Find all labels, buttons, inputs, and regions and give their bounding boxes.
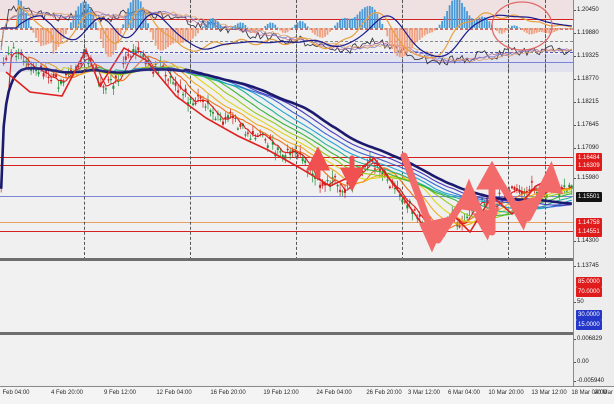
price-axis-tick: 1.18770	[574, 76, 599, 82]
moving-average-ribbon	[0, 50, 573, 237]
time-gridline	[402, 0, 403, 52]
resistance-line-1	[0, 157, 573, 158]
time-axis-tick: Feb 04:00	[2, 390, 30, 396]
time-gridline	[545, 0, 546, 52]
macd-signal-lines	[1, 4, 572, 59]
time-axis-tick: 9 Feb 12:00	[103, 390, 137, 396]
price-marker-label[interactable]: 1.16309	[576, 161, 602, 171]
small-up-arrow	[305, 146, 331, 179]
time-axis-tick: 19 Feb 12:00	[263, 390, 299, 396]
time-gridline	[508, 0, 509, 260]
price-axis-tick: 1.19325	[574, 53, 599, 59]
price-axis-tick: 1.18215	[574, 99, 599, 105]
small-down-arrow	[339, 155, 365, 192]
support-line-2	[0, 231, 573, 232]
price-marker-label[interactable]: 1.14551	[576, 227, 602, 237]
osc-level-15	[0, 62, 573, 63]
price-marker-label[interactable]: 1.15501	[576, 192, 602, 202]
oscillator-level-label[interactable]: 50	[574, 299, 584, 305]
time-gridline	[190, 0, 191, 260]
oscillator-level-label[interactable]: 85.0000	[576, 277, 602, 287]
time-axis-tick: 12 Feb 04:00	[156, 390, 192, 396]
oscillator-series	[0, 5, 572, 66]
price-axis-tick: 1.19880	[574, 30, 599, 36]
macd-circle-highlight	[491, 1, 553, 51]
time-axis-tick: 4 Feb 20:00	[50, 390, 84, 396]
time-gridline	[402, 0, 403, 260]
current-price-line	[0, 196, 573, 197]
oscillator-level-label[interactable]: 30.0000	[576, 310, 602, 320]
time-gridline	[190, 0, 191, 52]
time-axis-tick: 24 Feb 04:00	[316, 390, 352, 396]
price-axis-tick: 1.13745	[574, 263, 599, 269]
macd-axis-tick: 0.00	[574, 359, 589, 365]
price-axis-tick: 1.20450	[574, 7, 599, 13]
stochastic-oscillator-panel[interactable]	[0, 0, 573, 332]
time-axis-tick: 16 Feb 20:00	[210, 390, 246, 396]
osc-level-70	[0, 29, 573, 30]
time-gridline	[296, 0, 297, 52]
price-axis[interactable]: 1.20450 1.19880 1.19325 1.18770 1.18215 1.176…	[573, 0, 614, 386]
time-axis[interactable]: Feb 04:00 4 Feb 20:00 9 Feb 12:00 12 Feb 04…	[0, 386, 614, 404]
support-line-1	[0, 222, 573, 223]
panel-divider-2	[0, 332, 573, 335]
macd-zero-line	[0, 28, 573, 29]
oscillator-level-label[interactable]: 70.0000	[576, 287, 602, 297]
time-axis-tick: 13 Mar 12:00	[531, 390, 567, 396]
oversold-zone	[0, 54, 573, 72]
time-gridline	[84, 0, 85, 52]
time-axis-tick: 18 Mar 04:00	[571, 390, 607, 396]
time-gridline	[84, 0, 85, 260]
price-plot-svg	[0, 41, 573, 253]
time-axis-tick: 26 Feb 20:00	[366, 390, 402, 396]
macd-panel[interactable]	[0, 0, 573, 384]
time-gridline	[545, 0, 546, 260]
price-marker-label[interactable]: 1.16484	[576, 153, 602, 163]
time-axis-tick: 20 Mar 20:00	[594, 390, 614, 396]
price-axis-tick: 1.15980	[574, 175, 599, 181]
time-gridline	[296, 0, 297, 260]
macd-axis-tick: -0.005940	[573, 378, 605, 384]
panel-divider-1	[0, 258, 573, 261]
price-axis-tick: 1.14300	[574, 238, 599, 244]
osc-level-85	[0, 19, 573, 20]
macd-histogram	[0, 0, 573, 58]
oscillator-level-label[interactable]: 15.0000	[576, 320, 602, 330]
time-gridline	[508, 0, 509, 52]
macd-axis-tick: 0.006829	[573, 336, 603, 342]
oscillator-plot-svg	[0, 5, 572, 66]
macd-plot-svg	[0, 0, 573, 59]
impulse-arrows	[400, 152, 564, 253]
osc-level-30	[0, 52, 573, 53]
price-axis-tick: 1.17645	[574, 122, 599, 128]
time-axis-tick: 3 Mar 12:00	[407, 390, 441, 396]
price-axis-tick: 1.17090	[574, 145, 599, 151]
time-axis-tick: 10 Mar 20:00	[488, 390, 524, 396]
resistance-line-2	[0, 165, 573, 166]
time-axis-tick: 6 Mar 04:00	[447, 390, 481, 396]
price-marker-label[interactable]: 1.14758	[576, 218, 602, 228]
